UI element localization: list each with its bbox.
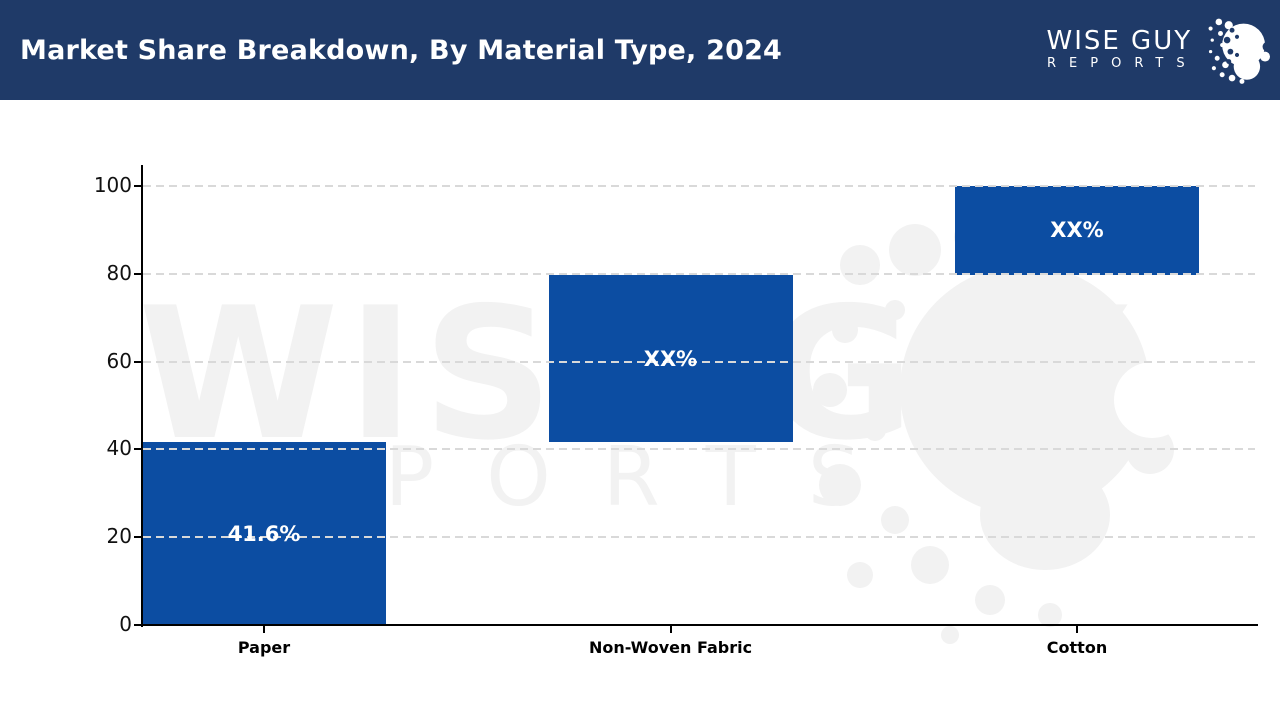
y-tick-label: 60 [106, 348, 132, 373]
wiseguy-face-icon [1204, 8, 1273, 96]
gridline [143, 536, 1255, 539]
bar-value-label: XX% [643, 346, 698, 371]
x-axis-category-label: Paper [237, 638, 291, 657]
gridline [143, 448, 1255, 451]
watermark-face-icon [800, 215, 1190, 679]
logo-text-primary: WISE GUY [1046, 26, 1193, 56]
x-axis-category-label: Non-Woven Fabric [588, 638, 753, 657]
page-title: Market Share Breakdown, By Material Type… [20, 34, 783, 66]
x-axis-spine [141, 624, 1258, 626]
y-tick-mark [134, 272, 143, 275]
y-tick-label: 100 [93, 173, 132, 197]
y-tick-label: 20 [106, 524, 132, 549]
bar [142, 442, 386, 625]
header: Market Share Breakdown, By Material Type… [0, 0, 1280, 100]
y-tick-mark [134, 360, 143, 363]
y-tick-mark [134, 624, 143, 626]
gridline [143, 272, 1255, 275]
y-tick-mark [134, 185, 143, 187]
y-tick-label: 80 [106, 260, 132, 285]
y-tick-mark [134, 536, 143, 539]
bar [955, 186, 1199, 275]
y-tick-label: 40 [106, 436, 132, 461]
y-tick-mark [134, 448, 143, 451]
y-tick-label: 0 [119, 612, 132, 636]
logo-text: WISE GUY REPORTS [1041, 26, 1198, 72]
gridline [143, 360, 1255, 363]
x-axis-category-label: Cotton [1046, 638, 1108, 657]
bar-value-label: 41.6% [227, 521, 301, 546]
chart-area: WISE G Y REPORTS [0, 100, 1280, 720]
y-axis-spine [141, 165, 143, 627]
logo-text-secondary: REPORTS [1047, 56, 1198, 71]
gridline [143, 185, 1255, 187]
bar [548, 274, 793, 443]
x-tick-mark [669, 626, 672, 633]
x-tick-mark [263, 626, 265, 633]
bar-value-label: XX% [1050, 218, 1104, 243]
x-tick-mark [1076, 626, 1078, 633]
wiseguy-logo: WISE GUY REPORTS [1005, 6, 1273, 96]
